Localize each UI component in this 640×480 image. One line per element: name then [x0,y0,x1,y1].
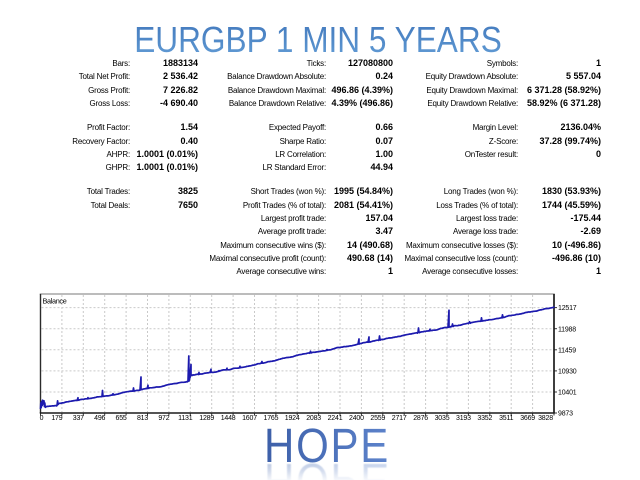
svg-text:1765: 1765 [264,415,279,422]
svg-text:2717: 2717 [392,415,407,422]
svg-text:2083: 2083 [306,415,321,422]
svg-text:2559: 2559 [370,415,385,422]
svg-text:9873: 9873 [558,411,573,418]
svg-text:3669: 3669 [520,415,535,422]
svg-text:813: 813 [137,415,148,422]
svg-text:496: 496 [94,415,105,422]
svg-text:337: 337 [73,415,84,422]
svg-text:1131: 1131 [178,415,193,422]
svg-text:10930: 10930 [558,369,577,376]
svg-text:3352: 3352 [477,415,492,422]
svg-text:12517: 12517 [558,305,577,312]
svg-text:3193: 3193 [456,415,471,422]
svg-text:3035: 3035 [435,415,450,422]
svg-text:972: 972 [158,415,169,422]
svg-text:2241: 2241 [328,415,343,422]
svg-text:2400: 2400 [349,415,364,422]
svg-text:3828: 3828 [538,415,553,422]
svg-text:1289: 1289 [199,415,214,422]
svg-text:1448: 1448 [221,415,236,422]
svg-text:Balance: Balance [43,296,67,305]
svg-text:1607: 1607 [242,415,257,422]
svg-text:11988: 11988 [558,326,576,333]
svg-text:655: 655 [116,415,127,422]
svg-text:11459: 11459 [558,347,576,354]
svg-text:2876: 2876 [413,415,428,422]
svg-text:0: 0 [40,415,44,422]
svg-text:10401: 10401 [558,390,577,397]
svg-text:3511: 3511 [499,415,514,422]
svg-text:179: 179 [51,415,62,422]
svg-text:1924: 1924 [285,415,300,422]
